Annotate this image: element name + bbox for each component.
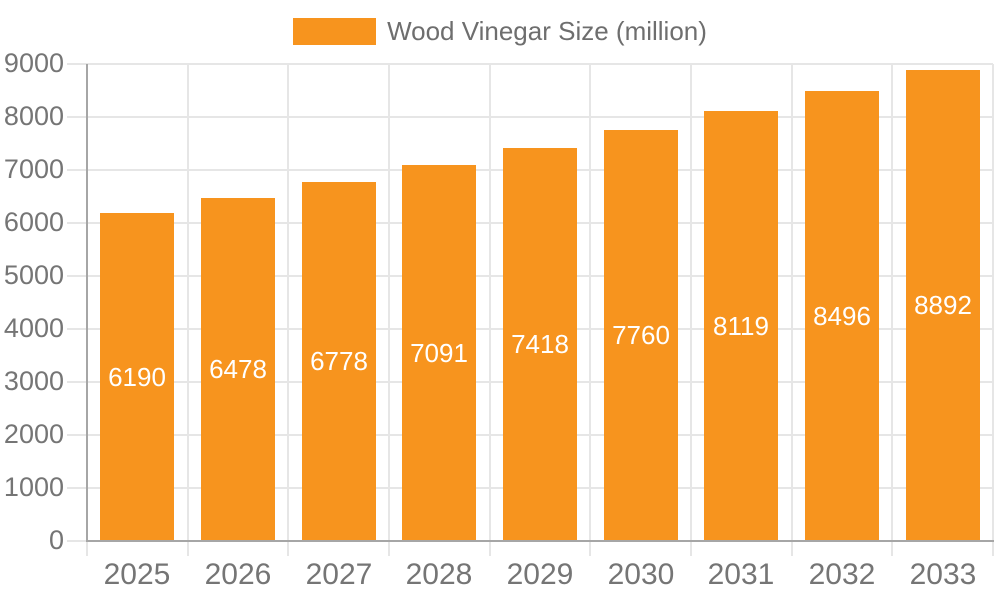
- y-axis-tick-label: 9000: [3, 48, 64, 78]
- bar-value-label: 7418: [511, 329, 569, 359]
- gridline-vertical: [589, 64, 592, 556]
- bar-value-label: 6778: [310, 346, 368, 376]
- y-axis-tick-label: 7000: [3, 154, 64, 184]
- gridline-vertical: [287, 64, 290, 556]
- gridline-horizontal: [67, 63, 993, 65]
- y-axis-tick-label: 0: [48, 525, 64, 555]
- gridline-vertical: [790, 64, 793, 556]
- bar: 8119: [704, 111, 778, 541]
- y-axis-tick-label: 6000: [3, 207, 64, 237]
- x-axis-tick-label: 2028: [405, 558, 473, 591]
- gridline-vertical: [488, 64, 491, 556]
- bar: 6778: [302, 182, 376, 541]
- bar: 8496: [805, 91, 879, 541]
- y-axis-tick-label: 8000: [3, 101, 64, 131]
- bar: 7091: [402, 165, 476, 541]
- gridline-vertical: [388, 64, 390, 556]
- bar: 7760: [604, 130, 678, 541]
- bar: 6478: [201, 198, 275, 541]
- y-axis-tick-label: 1000: [3, 472, 64, 502]
- gridline-vertical: [992, 64, 994, 556]
- y-axis-line: [86, 64, 88, 542]
- x-axis-tick-label: 2025: [103, 558, 171, 591]
- bar-value-label: 7760: [612, 320, 670, 350]
- bar-value-label: 8496: [813, 300, 871, 331]
- chart-legend[interactable]: Wood Vinegar Size (million): [0, 18, 1000, 45]
- bar-value-label: 6190: [108, 361, 166, 392]
- y-axis-tick-label: 2000: [3, 419, 64, 449]
- x-axis-tick-label: 2027: [305, 558, 373, 591]
- y-axis-tick-label: 4000: [3, 313, 64, 343]
- bar-value-label: 6478: [209, 354, 267, 384]
- bar: 7418: [503, 148, 577, 541]
- gridline-vertical: [186, 64, 189, 556]
- x-axis-tick-label: 2031: [707, 558, 775, 591]
- legend-label: Wood Vinegar Size (million): [387, 16, 707, 46]
- bar-value-label: 8892: [914, 290, 972, 320]
- bar: 8892: [906, 70, 980, 541]
- bar-value-label: 8119: [713, 310, 769, 341]
- gridline-horizontal: [67, 116, 993, 118]
- x-axis-tick-label: 2026: [204, 558, 272, 591]
- x-axis-tick-label: 2033: [909, 558, 977, 591]
- gridline-vertical: [690, 64, 692, 556]
- x-axis-line: [86, 540, 994, 542]
- x-axis-tick-label: 2032: [808, 558, 876, 591]
- y-axis-tick-label: 3000: [3, 366, 64, 396]
- gridline-vertical: [891, 64, 894, 556]
- x-axis-tick-label: 2030: [607, 558, 675, 591]
- x-axis-tick-label: 2029: [506, 558, 574, 591]
- bar-value-label: 7091: [410, 337, 468, 368]
- y-axis-tick-label: 5000: [3, 260, 64, 290]
- legend-swatch-icon: [293, 18, 377, 45]
- bar: 6190: [100, 213, 174, 541]
